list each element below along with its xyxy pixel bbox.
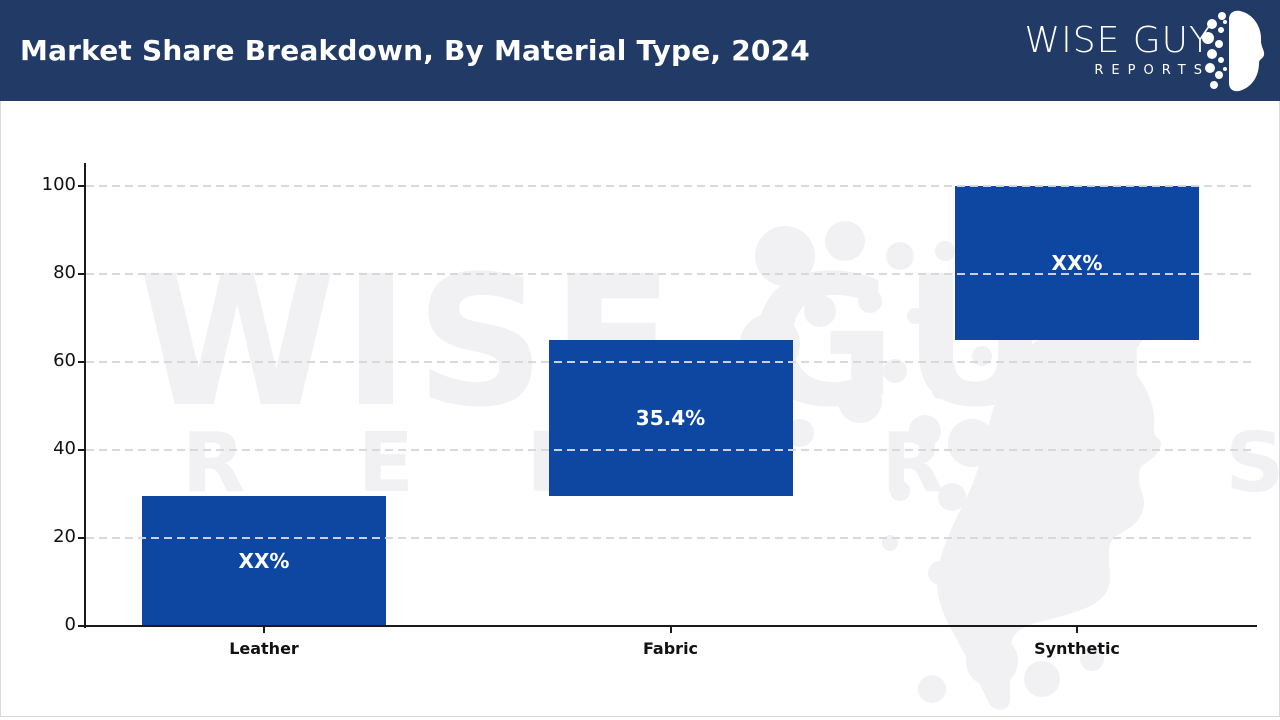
chart-title: Market Share Breakdown, By Material Type…: [20, 34, 810, 67]
gridline-20: [86, 537, 1256, 539]
bar-value-label: 35.4%: [635, 405, 706, 430]
xtick-leather: [263, 627, 265, 633]
ytick-label-20: 20: [53, 526, 76, 547]
bar-value-label: XX%: [238, 548, 290, 573]
plot-area: WISE GUY R E P O R T S XX%35.4%XX%: [0, 101, 1280, 720]
bar-leather: XX%: [142, 495, 386, 626]
ytick-40: [78, 449, 85, 451]
wiseguy-logo: WISE GUY REPORTS: [1025, 8, 1267, 94]
category-label-fabric: Fabric: [642, 639, 699, 658]
ytick-label-0: 0: [64, 614, 76, 635]
ytick-label-40: 40: [53, 438, 76, 459]
y-axis-line: [84, 163, 86, 628]
frame-border-left: [0, 101, 1, 717]
xtick-synthetic: [1076, 627, 1078, 633]
ytick-label-100: 100: [41, 174, 76, 195]
ytick-0: [78, 625, 85, 627]
ytick-100: [78, 185, 85, 187]
ytick-label-80: 80: [53, 262, 76, 283]
xtick-fabric: [669, 627, 672, 633]
ytick-80: [78, 273, 85, 275]
header-banner: Market Share Breakdown, By Material Type…: [0, 0, 1280, 101]
category-label-synthetic: Synthetic: [1034, 639, 1120, 658]
gridline-80: [86, 273, 1256, 275]
category-label-leather: Leather: [229, 639, 299, 658]
ytick-label-60: 60: [53, 350, 76, 371]
ytick-60: [78, 361, 85, 363]
gridline-40: [86, 449, 1256, 451]
logo-wordmark: WISE GUY: [1024, 20, 1212, 61]
bar-value-label: XX%: [1051, 251, 1103, 275]
x-axis-line: [84, 625, 1257, 627]
logo-head-icon: [1202, 10, 1265, 91]
gridline-100: [86, 185, 1256, 187]
frame-border-bottom: [0, 716, 1280, 717]
logo-subtitle: REPORTS: [1094, 63, 1210, 78]
ytick-20: [78, 537, 85, 539]
bar-synthetic: XX%: [955, 186, 1199, 340]
logo-text: WISE GUY REPORTS: [1024, 20, 1213, 79]
gridline-60: [86, 361, 1256, 363]
bar-fabric: 35.4%: [548, 340, 793, 496]
